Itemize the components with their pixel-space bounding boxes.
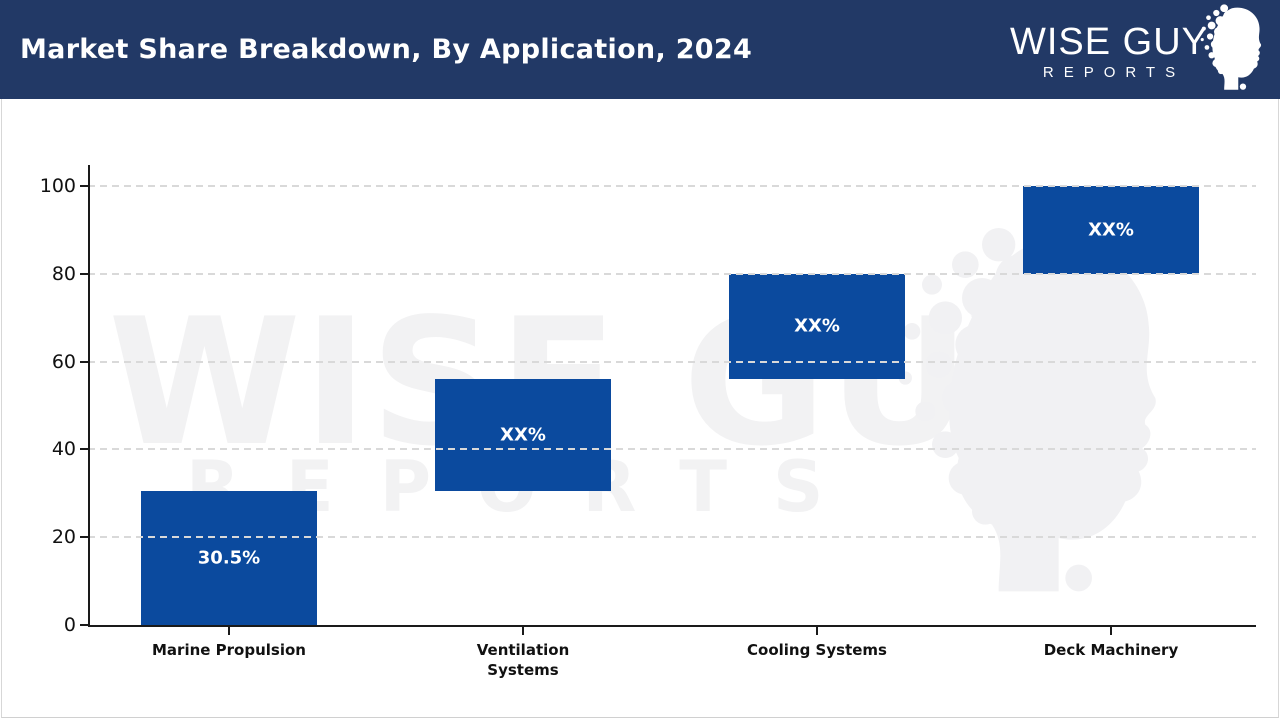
x-tick-3	[1110, 627, 1112, 635]
x-tick-1	[522, 627, 524, 635]
header-bar: Market Share Breakdown, By Application, …	[0, 0, 1280, 99]
brand-logo: WISE GUY REPORTS	[1010, 4, 1272, 96]
x-tick-0	[228, 627, 230, 635]
gridline-80	[88, 272, 1256, 275]
y-tick-label-0: 0	[63, 614, 76, 636]
category-label-2: Cooling Systems	[697, 640, 937, 660]
y-tick-label-20: 20	[51, 526, 76, 549]
bar-value-label-cooling-systems: XX%	[794, 315, 840, 337]
bar-ventilation-systems	[435, 379, 611, 492]
y-tick-label-80: 80	[51, 262, 76, 285]
gridline-40	[88, 448, 1256, 451]
gridline-20	[88, 536, 1256, 539]
x-axis-line	[88, 625, 1256, 627]
y-tick-label-100: 100	[39, 175, 76, 197]
y-tick-80	[80, 272, 88, 275]
category-label-line: Cooling Systems	[747, 641, 887, 659]
bar-value-label-marine-propulsion: 30.5%	[197, 547, 261, 569]
category-label-line: Marine Propulsion	[152, 641, 306, 659]
category-label-line: Ventilation	[476, 641, 570, 659]
y-axis-line	[88, 165, 90, 627]
category-label-0: Marine Propulsion	[109, 640, 349, 660]
bar-value-label-ventilation-systems: XX%	[500, 424, 546, 446]
gridline-60	[88, 360, 1256, 363]
x-tick-2	[816, 627, 818, 635]
bar-value-label-deck-machinery: XX%	[1088, 219, 1134, 241]
y-tick-40	[80, 448, 88, 451]
chart-title: Market Share Breakdown, By Application, …	[20, 34, 753, 65]
wiseguy-head-icon	[1200, 4, 1262, 90]
brand-name: WISE GUY	[1009, 21, 1208, 63]
y-tick-label-60: 60	[51, 350, 76, 373]
category-label-1: Ventilation Systems	[403, 640, 643, 680]
y-tick-label-40: 40	[51, 438, 76, 461]
y-tick-20	[80, 536, 88, 539]
y-tick-60	[80, 360, 88, 363]
brand-logo-text: WISE GUY REPORTS	[1010, 22, 1208, 82]
y-tick-0	[80, 624, 88, 626]
gridline-100	[88, 185, 1256, 187]
category-label-3: Deck Machinery	[991, 640, 1231, 660]
y-tick-100	[80, 185, 88, 187]
brand-subtitle: REPORTS	[1042, 64, 1186, 81]
bar-marine-propulsion	[141, 491, 317, 625]
category-label-line: Deck Machinery	[1043, 641, 1179, 659]
category-label-line: Systems	[487, 661, 559, 679]
